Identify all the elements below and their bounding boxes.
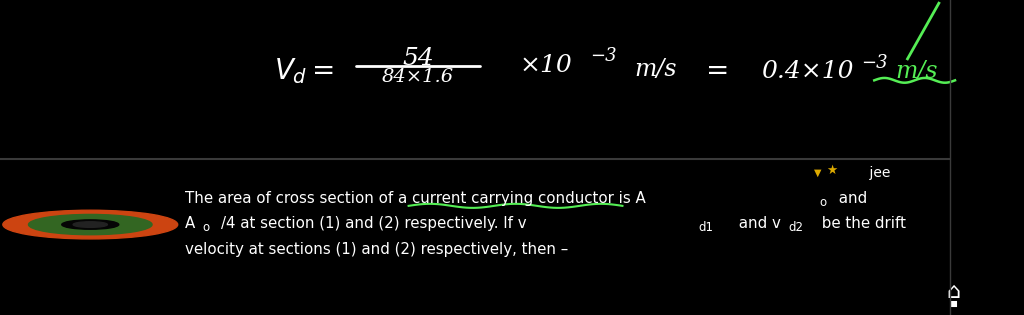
Text: d1: d1 xyxy=(698,221,714,234)
Circle shape xyxy=(3,210,178,239)
Text: and v: and v xyxy=(733,216,780,231)
Text: m/s: m/s xyxy=(896,60,938,83)
Circle shape xyxy=(61,220,119,229)
Text: be the drift: be the drift xyxy=(817,216,906,231)
Text: m/s: m/s xyxy=(635,59,677,82)
Text: The area of cross section of a current carrying conductor is A: The area of cross section of a current c… xyxy=(185,191,646,206)
Circle shape xyxy=(29,215,152,235)
Text: ★: ★ xyxy=(826,164,837,177)
Text: 0.4×10: 0.4×10 xyxy=(762,60,854,83)
Text: A: A xyxy=(185,216,196,231)
Text: =: = xyxy=(706,58,729,85)
Text: /4 at section (1) and (2) respectively. If v: /4 at section (1) and (2) respectively. … xyxy=(221,216,527,231)
Text: velocity at sections (1) and (2) respectively, then –: velocity at sections (1) and (2) respect… xyxy=(185,242,568,257)
Circle shape xyxy=(73,222,108,227)
Text: d2: d2 xyxy=(788,221,804,234)
Text: jee: jee xyxy=(864,166,890,180)
Text: ⌂: ⌂ xyxy=(947,282,961,302)
Text: 54: 54 xyxy=(402,47,434,70)
Text: o: o xyxy=(819,196,826,209)
Text: $\mathit{V_d}=$: $\mathit{V_d}=$ xyxy=(274,57,334,87)
Text: ▼: ▼ xyxy=(813,168,821,178)
Text: ×10: ×10 xyxy=(520,54,572,77)
Text: −3: −3 xyxy=(861,54,888,72)
Text: o: o xyxy=(203,221,210,234)
Text: and: and xyxy=(835,191,867,206)
Text: −3: −3 xyxy=(590,48,616,66)
Text: 84×1.6: 84×1.6 xyxy=(382,68,455,86)
